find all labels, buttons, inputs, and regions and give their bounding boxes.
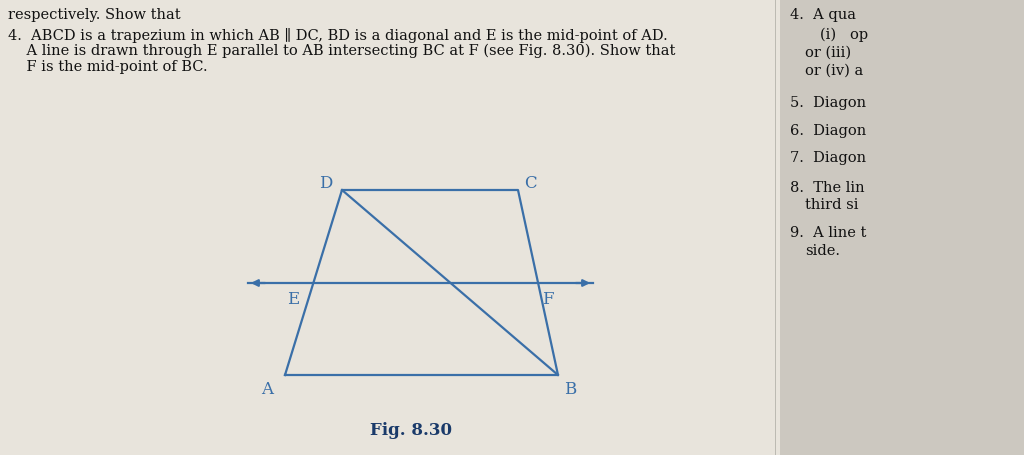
Text: B: B [564,381,577,398]
Text: third si: third si [805,197,858,212]
Text: or (iv) a: or (iv) a [805,64,863,78]
Text: side.: side. [805,243,840,258]
Text: 6.  Diagon: 6. Diagon [790,124,866,138]
Text: 9.  A line t: 9. A line t [790,226,866,239]
Text: Fig. 8.30: Fig. 8.30 [371,422,453,439]
Text: 5.  Diagon: 5. Diagon [790,96,866,110]
Bar [0,0,780,455]
Text: F is the mid-point of BC.: F is the mid-point of BC. [8,60,208,74]
Text: (i)   op: (i) op [820,28,868,42]
Text: 4.  A qua: 4. A qua [790,8,856,22]
Text: A: A [261,381,273,398]
Text: or (iii): or (iii) [805,46,851,60]
Text: 7.  Diagon: 7. Diagon [790,151,866,165]
Text: 8.  The lin: 8. The lin [790,181,864,195]
Text: D: D [319,174,333,191]
Bar [780,0,1024,455]
Text: A line is drawn through E parallel to AB intersecting BC at F (see Fig. 8.30). S: A line is drawn through E parallel to AB… [8,44,676,58]
Text: C: C [523,174,537,191]
Text: respectively. Show that: respectively. Show that [8,8,204,22]
Text: 4.  ABCD is a trapezium in which AB ∥ DC, BD is a diagonal and E is the mid-poin: 4. ABCD is a trapezium in which AB ∥ DC,… [8,28,668,43]
Text: F: F [542,291,554,308]
Text: E: E [287,291,299,308]
